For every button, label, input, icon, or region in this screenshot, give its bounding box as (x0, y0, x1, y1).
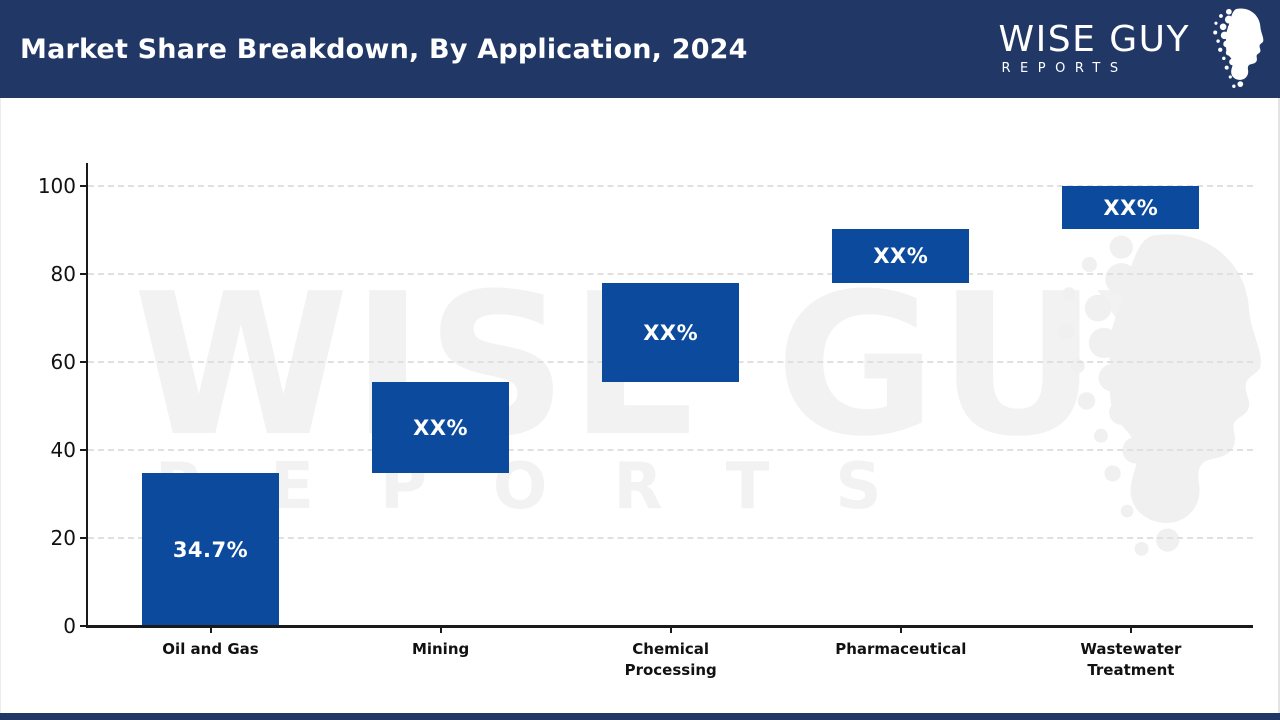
x-category-label: Pharmaceutical (835, 640, 967, 658)
bar: XX% (372, 382, 510, 474)
x-category-label: Chemical Processing (624, 640, 717, 679)
y-tick-label: 0 (63, 614, 76, 638)
x-tick (209, 626, 212, 633)
bar-value-label: XX% (643, 320, 699, 345)
y-tick-label: 100 (37, 174, 76, 198)
bar: XX% (832, 229, 970, 283)
y-tick (80, 625, 88, 627)
logo-text: WISE GUY REPORTS (998, 19, 1191, 77)
gridline (88, 185, 1253, 187)
y-tick (80, 361, 88, 363)
x-tick (439, 626, 442, 633)
footer-bar (0, 713, 1280, 720)
right-edge-border (1278, 98, 1280, 713)
x-tick (669, 626, 672, 633)
gridline (88, 449, 1253, 451)
y-tick (80, 185, 88, 187)
x-category-label: Wastewater Treatment (1080, 640, 1182, 679)
y-tick-label: 60 (50, 350, 76, 374)
y-tick-label: 80 (50, 262, 76, 286)
y-tick (80, 537, 88, 539)
header: Market Share Breakdown, By Application, … (0, 0, 1280, 98)
gridline (88, 273, 1253, 275)
y-axis-line (86, 163, 88, 626)
bar-value-label: XX% (1103, 195, 1159, 220)
x-category-label: Oil and Gas (162, 640, 259, 658)
y-tick (80, 273, 88, 275)
logo-subtext: REPORTS (1001, 61, 1128, 76)
x-category-label: Mining (411, 640, 470, 658)
bar: XX% (602, 282, 740, 383)
bar: 34.7% (142, 473, 279, 626)
bar-value-label: XX% (873, 243, 929, 268)
bar-value-label: 34.7% (172, 537, 249, 562)
bar-value-label: XX% (413, 415, 469, 440)
left-edge-border (0, 98, 1, 713)
y-tick (80, 449, 88, 451)
y-tick-label: 20 (50, 526, 76, 550)
logo: WISE GUY REPORTS (999, 6, 1280, 92)
bar: XX% (1062, 186, 1200, 230)
y-tick-label: 40 (50, 438, 76, 462)
logo-wordmark: WISE GUY (998, 19, 1190, 60)
x-tick (899, 626, 902, 633)
page-title: Market Share Breakdown, By Application, … (20, 33, 748, 65)
gridline (88, 537, 1253, 539)
x-axis-line (86, 625, 1253, 628)
x-tick (1129, 626, 1132, 633)
